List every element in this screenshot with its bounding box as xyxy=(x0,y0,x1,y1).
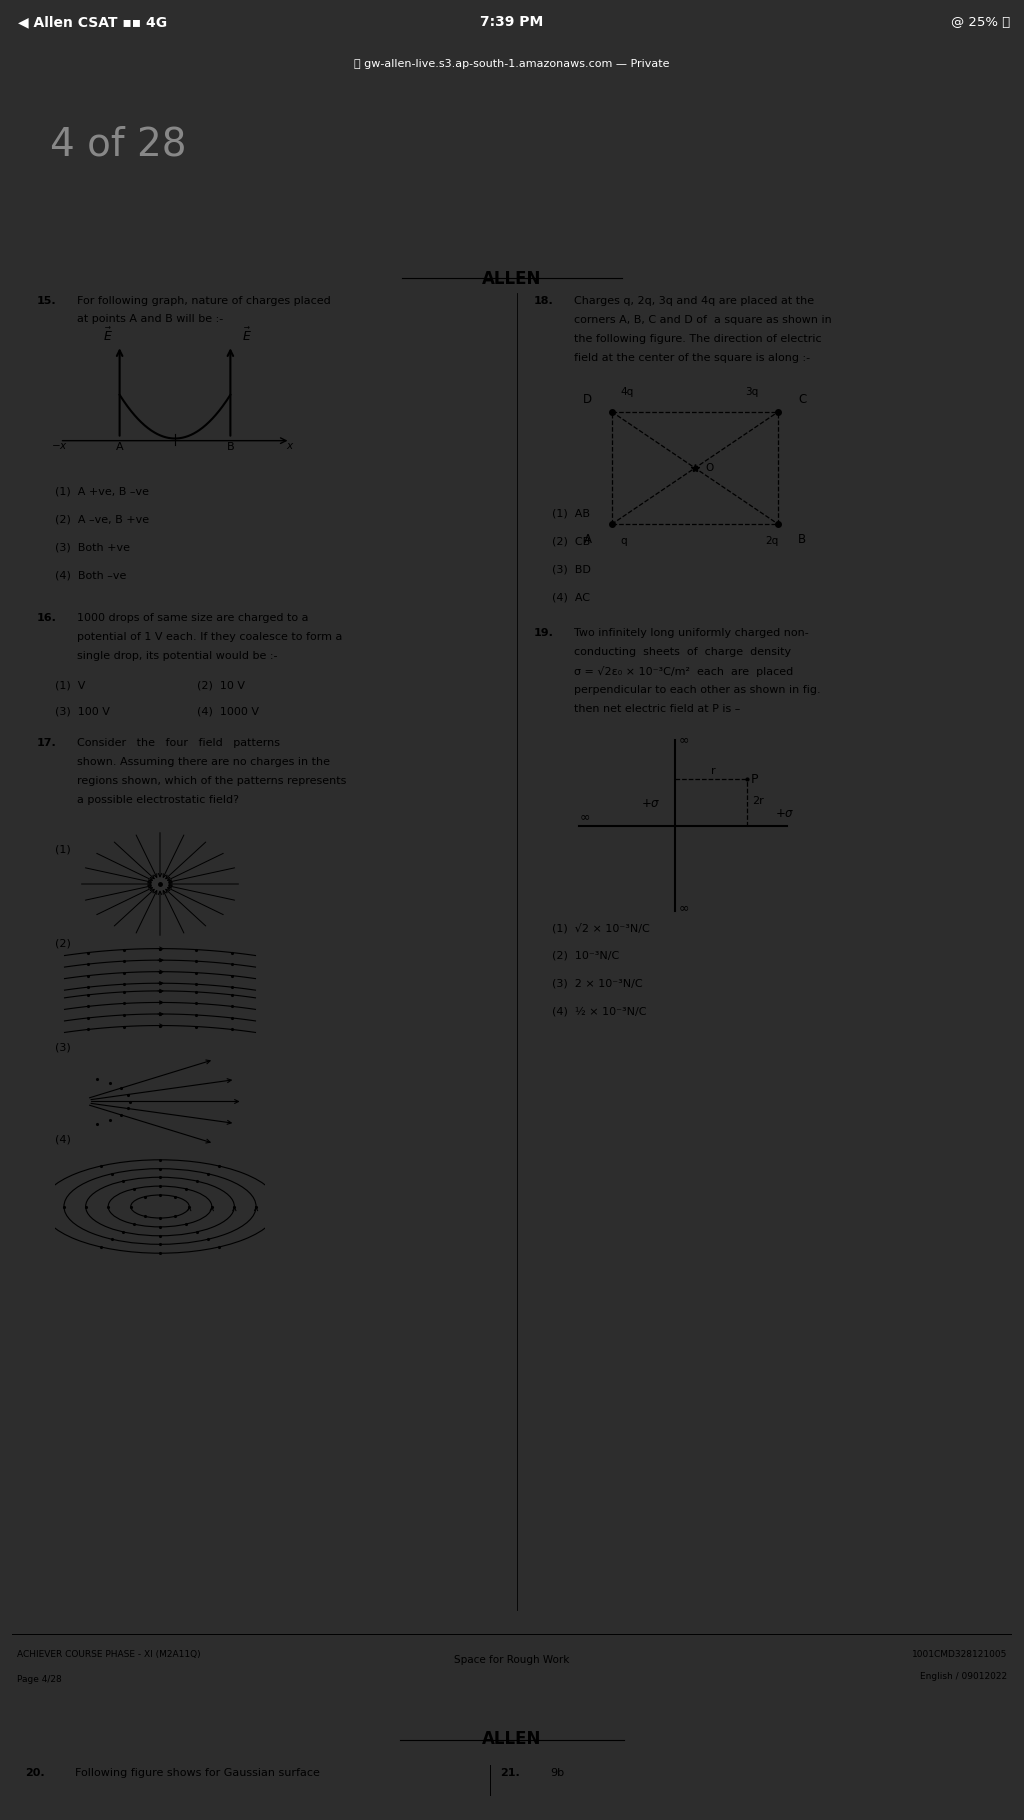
Text: 2r: 2r xyxy=(752,795,764,806)
Text: $-x$: $-x$ xyxy=(51,440,68,451)
Text: D: D xyxy=(583,393,592,406)
Text: A: A xyxy=(116,442,124,451)
Text: then net electric field at P is –: then net electric field at P is – xyxy=(574,704,740,713)
Text: 🔒 gw-allen-live.s3.ap-south-1.amazonaws.com — Private: 🔒 gw-allen-live.s3.ap-south-1.amazonaws.… xyxy=(354,58,670,69)
Text: (4)  ½ × 10⁻³N/C: (4) ½ × 10⁻³N/C xyxy=(552,1006,646,1017)
Text: (3)  Both +ve: (3) Both +ve xyxy=(55,542,130,551)
Text: a possible electrostatic field?: a possible electrostatic field? xyxy=(77,795,239,804)
Text: (1)  A +ve, B –ve: (1) A +ve, B –ve xyxy=(55,486,150,497)
Text: (1): (1) xyxy=(55,844,71,854)
Text: 21.: 21. xyxy=(500,1767,520,1778)
Text: (4)  AC: (4) AC xyxy=(552,592,590,602)
Text: A: A xyxy=(584,533,592,546)
Text: For following graph, nature of charges placed: For following graph, nature of charges p… xyxy=(77,297,331,306)
Text: corners A, B, C and D of  a square as shown in: corners A, B, C and D of a square as sho… xyxy=(574,315,831,326)
Text: (2)  CB: (2) CB xyxy=(552,537,590,546)
Text: 20.: 20. xyxy=(25,1767,45,1778)
Text: field at the center of the square is along :-: field at the center of the square is alo… xyxy=(574,353,810,362)
Text: (1)  √2 × 10⁻³N/C: (1) √2 × 10⁻³N/C xyxy=(552,923,650,934)
Text: regions shown, which of the patterns represents: regions shown, which of the patterns rep… xyxy=(77,775,346,786)
Text: r: r xyxy=(711,766,716,777)
Text: potential of 1 V each. If they coalesce to form a: potential of 1 V each. If they coalesce … xyxy=(77,632,342,642)
Text: $\infty$: $\infty$ xyxy=(678,733,689,746)
Text: (4)  1000 V: (4) 1000 V xyxy=(197,706,259,715)
Text: 4q: 4q xyxy=(620,388,633,397)
Text: 19.: 19. xyxy=(534,628,554,639)
Text: (3)  100 V: (3) 100 V xyxy=(55,706,110,715)
Text: 15.: 15. xyxy=(37,297,56,306)
Text: $\infty$: $\infty$ xyxy=(579,810,590,823)
Text: at points A and B will be :-: at points A and B will be :- xyxy=(77,315,223,324)
Text: 18.: 18. xyxy=(534,297,554,306)
Text: ALLEN: ALLEN xyxy=(482,269,542,288)
Text: @ 25% 🔋: @ 25% 🔋 xyxy=(950,16,1010,29)
Text: (2)  A –ve, B +ve: (2) A –ve, B +ve xyxy=(55,513,150,524)
Text: q: q xyxy=(620,537,627,546)
Text: ACHIEVER COURSE PHASE - XI (M2A11Q): ACHIEVER COURSE PHASE - XI (M2A11Q) xyxy=(17,1651,201,1660)
Text: $+\sigma$: $+\sigma$ xyxy=(775,808,795,821)
Text: (2): (2) xyxy=(55,939,71,948)
Text: (1)  AB: (1) AB xyxy=(552,508,590,519)
Text: (3)  2 × 10⁻³N/C: (3) 2 × 10⁻³N/C xyxy=(552,979,643,988)
Text: perpendicular to each other as shown in fig.: perpendicular to each other as shown in … xyxy=(574,684,820,695)
Text: (4)  Both –ve: (4) Both –ve xyxy=(55,570,126,581)
Text: Two infinitely long uniformly charged non-: Two infinitely long uniformly charged no… xyxy=(574,628,809,639)
Text: Space for Rough Work: Space for Rough Work xyxy=(455,1654,569,1665)
Text: Page 4/28: Page 4/28 xyxy=(17,1674,61,1684)
Text: $\vec{E}$: $\vec{E}$ xyxy=(103,328,113,344)
Text: the following figure. The direction of electric: the following figure. The direction of e… xyxy=(574,335,821,344)
Text: ◀ Allen CSAT ▪▪ 4G: ◀ Allen CSAT ▪▪ 4G xyxy=(18,15,167,29)
Text: 1001CMD328121005: 1001CMD328121005 xyxy=(911,1651,1007,1660)
Text: 2q: 2q xyxy=(765,537,778,546)
Text: single drop, its potential would be :-: single drop, its potential would be :- xyxy=(77,652,278,661)
Text: English / 09012022: English / 09012022 xyxy=(920,1673,1007,1682)
Text: 9b: 9b xyxy=(550,1767,564,1778)
Text: (4): (4) xyxy=(55,1134,71,1145)
Text: $\vec{E}$: $\vec{E}$ xyxy=(242,328,252,344)
Text: 17.: 17. xyxy=(37,737,56,748)
Text: (3)  BD: (3) BD xyxy=(552,564,591,573)
Text: (2)  10⁻³N/C: (2) 10⁻³N/C xyxy=(552,952,620,961)
Text: 7:39 PM: 7:39 PM xyxy=(480,15,544,29)
Text: conducting  sheets  of  charge  density: conducting sheets of charge density xyxy=(574,646,792,657)
Text: (1)  V: (1) V xyxy=(55,681,85,690)
Text: Following figure shows for Gaussian surface: Following figure shows for Gaussian surf… xyxy=(75,1767,319,1778)
Text: Charges q, 2q, 3q and 4q are placed at the: Charges q, 2q, 3q and 4q are placed at t… xyxy=(574,297,814,306)
Text: (3): (3) xyxy=(55,1043,71,1052)
Text: (2)  10 V: (2) 10 V xyxy=(197,681,245,690)
Text: $x$: $x$ xyxy=(286,440,295,451)
Text: P: P xyxy=(751,774,759,786)
Text: B: B xyxy=(799,533,807,546)
Text: σ = √2ε₀ × 10⁻³C/m²  each  are  placed: σ = √2ε₀ × 10⁻³C/m² each are placed xyxy=(574,666,794,677)
Text: 4 of 28: 4 of 28 xyxy=(50,126,186,164)
Text: $+\sigma$: $+\sigma$ xyxy=(641,797,662,810)
Text: ALLEN: ALLEN xyxy=(482,1731,542,1747)
Text: 1000 drops of same size are charged to a: 1000 drops of same size are charged to a xyxy=(77,613,308,622)
Text: C: C xyxy=(799,393,807,406)
Text: $\infty$: $\infty$ xyxy=(678,901,689,914)
Text: 16.: 16. xyxy=(37,613,57,622)
Text: shown. Assuming there are no charges in the: shown. Assuming there are no charges in … xyxy=(77,757,330,766)
Text: B: B xyxy=(226,442,234,451)
Text: Consider   the   four   field   patterns: Consider the four field patterns xyxy=(77,737,280,748)
Text: O: O xyxy=(705,464,714,473)
Text: 3q: 3q xyxy=(745,388,759,397)
